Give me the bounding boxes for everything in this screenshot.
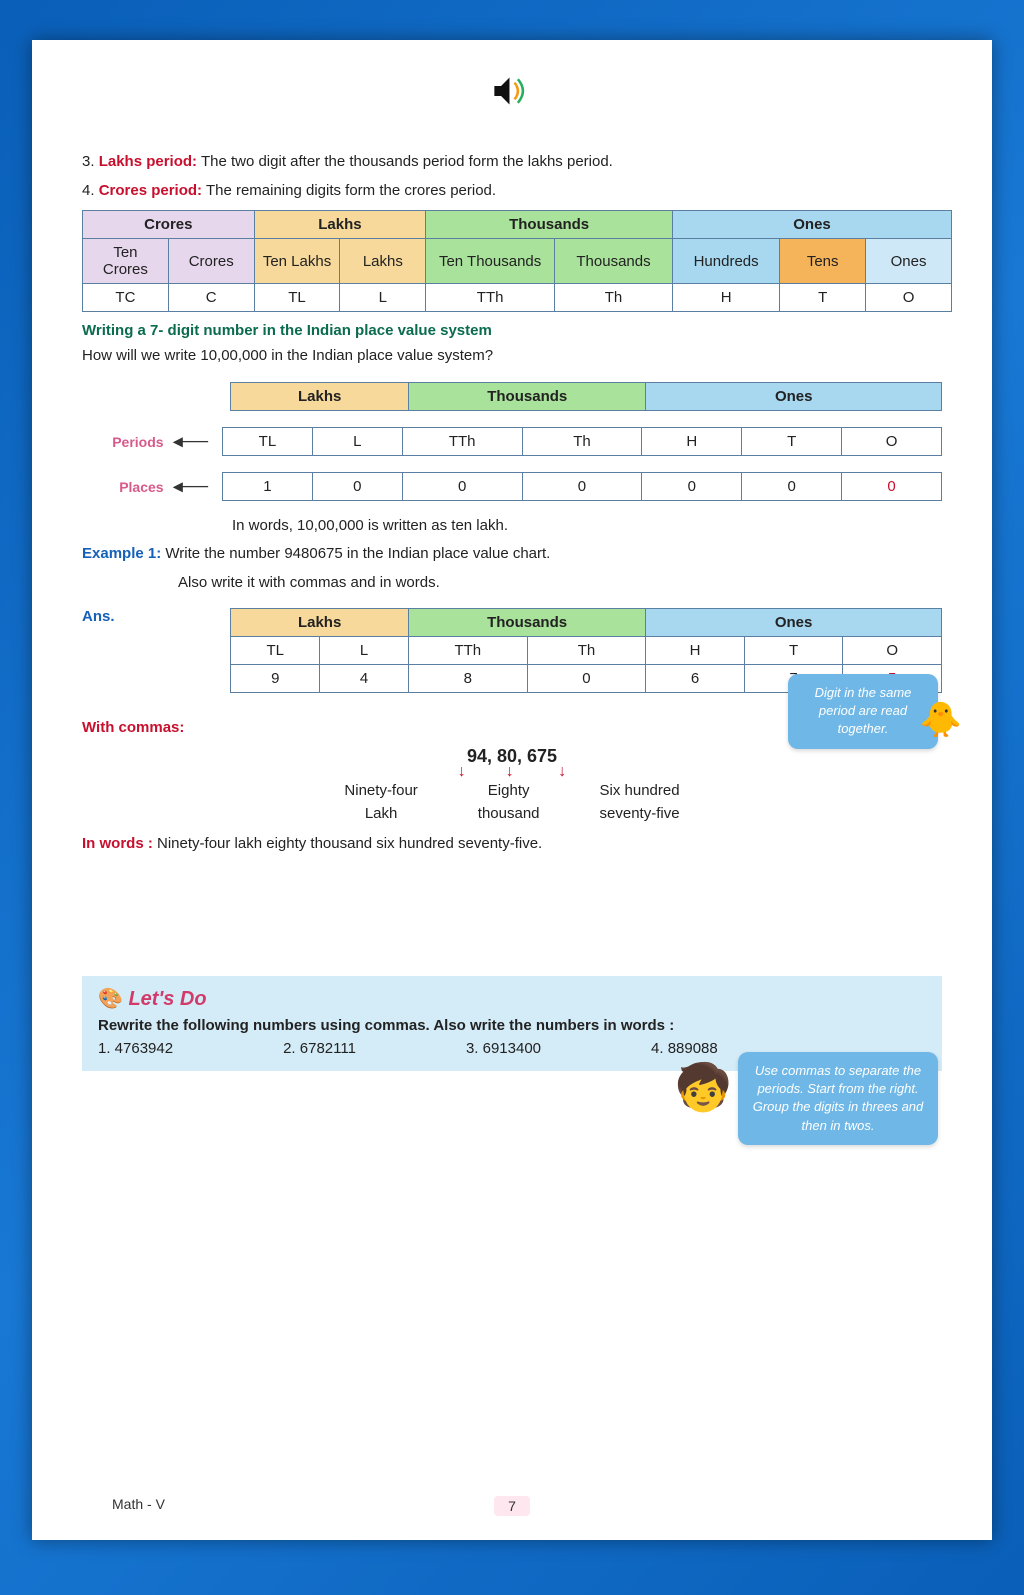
in-words-line: In words : Ninety-four lakh eighty thous… xyxy=(82,833,942,856)
table-7digit-header: Lakhs Thousands Ones xyxy=(230,382,942,411)
point-3: 3. Lakhs period: The two digit after the… xyxy=(82,151,942,174)
table-7digit-places: 10 00 00 0 xyxy=(222,472,942,501)
table-7digit-periods: TLL TThTh HT O xyxy=(222,427,942,456)
lets-do-title: Let's Do xyxy=(98,986,926,1011)
callout-same-period: Digit in the same period are read togeth… xyxy=(788,674,938,749)
words-breakdown: Ninety-fourLakh Eightythousand Six hundr… xyxy=(82,780,942,825)
kid-icon: 🧒 xyxy=(675,1060,732,1115)
periods-label: Periods ◂── xyxy=(82,431,222,452)
book-title: Math - V xyxy=(112,1496,165,1512)
page-number: 7 xyxy=(494,1496,530,1516)
example-1: Example 1: Write the number 9480675 in t… xyxy=(82,543,942,566)
callout-commas-rule: Use commas to separate the periods. Star… xyxy=(738,1052,938,1145)
example-1-line2: Also write it with commas and in words. xyxy=(178,572,942,595)
places-label: Places ◂── xyxy=(82,476,222,497)
page-footer: Math - V 7 xyxy=(32,1496,992,1516)
ans-label: Ans. xyxy=(82,600,230,625)
table-periods-full: Crores Lakhs Thousands Ones Ten Crores C… xyxy=(82,210,952,312)
point-4: 4. Crores period: The remaining digits f… xyxy=(82,180,942,203)
section-question: How will we write 10,00,000 in the India… xyxy=(82,345,942,368)
speaker-icon xyxy=(82,70,942,121)
ten-lakh-words: In words, 10,00,000 is written as ten la… xyxy=(232,515,942,538)
chick-icon: 🐥 xyxy=(920,700,962,740)
exercise-heading: Rewrite the following numbers using comm… xyxy=(98,1017,926,1034)
section-heading-7digit: Writing a 7- digit number in the Indian … xyxy=(82,322,942,339)
